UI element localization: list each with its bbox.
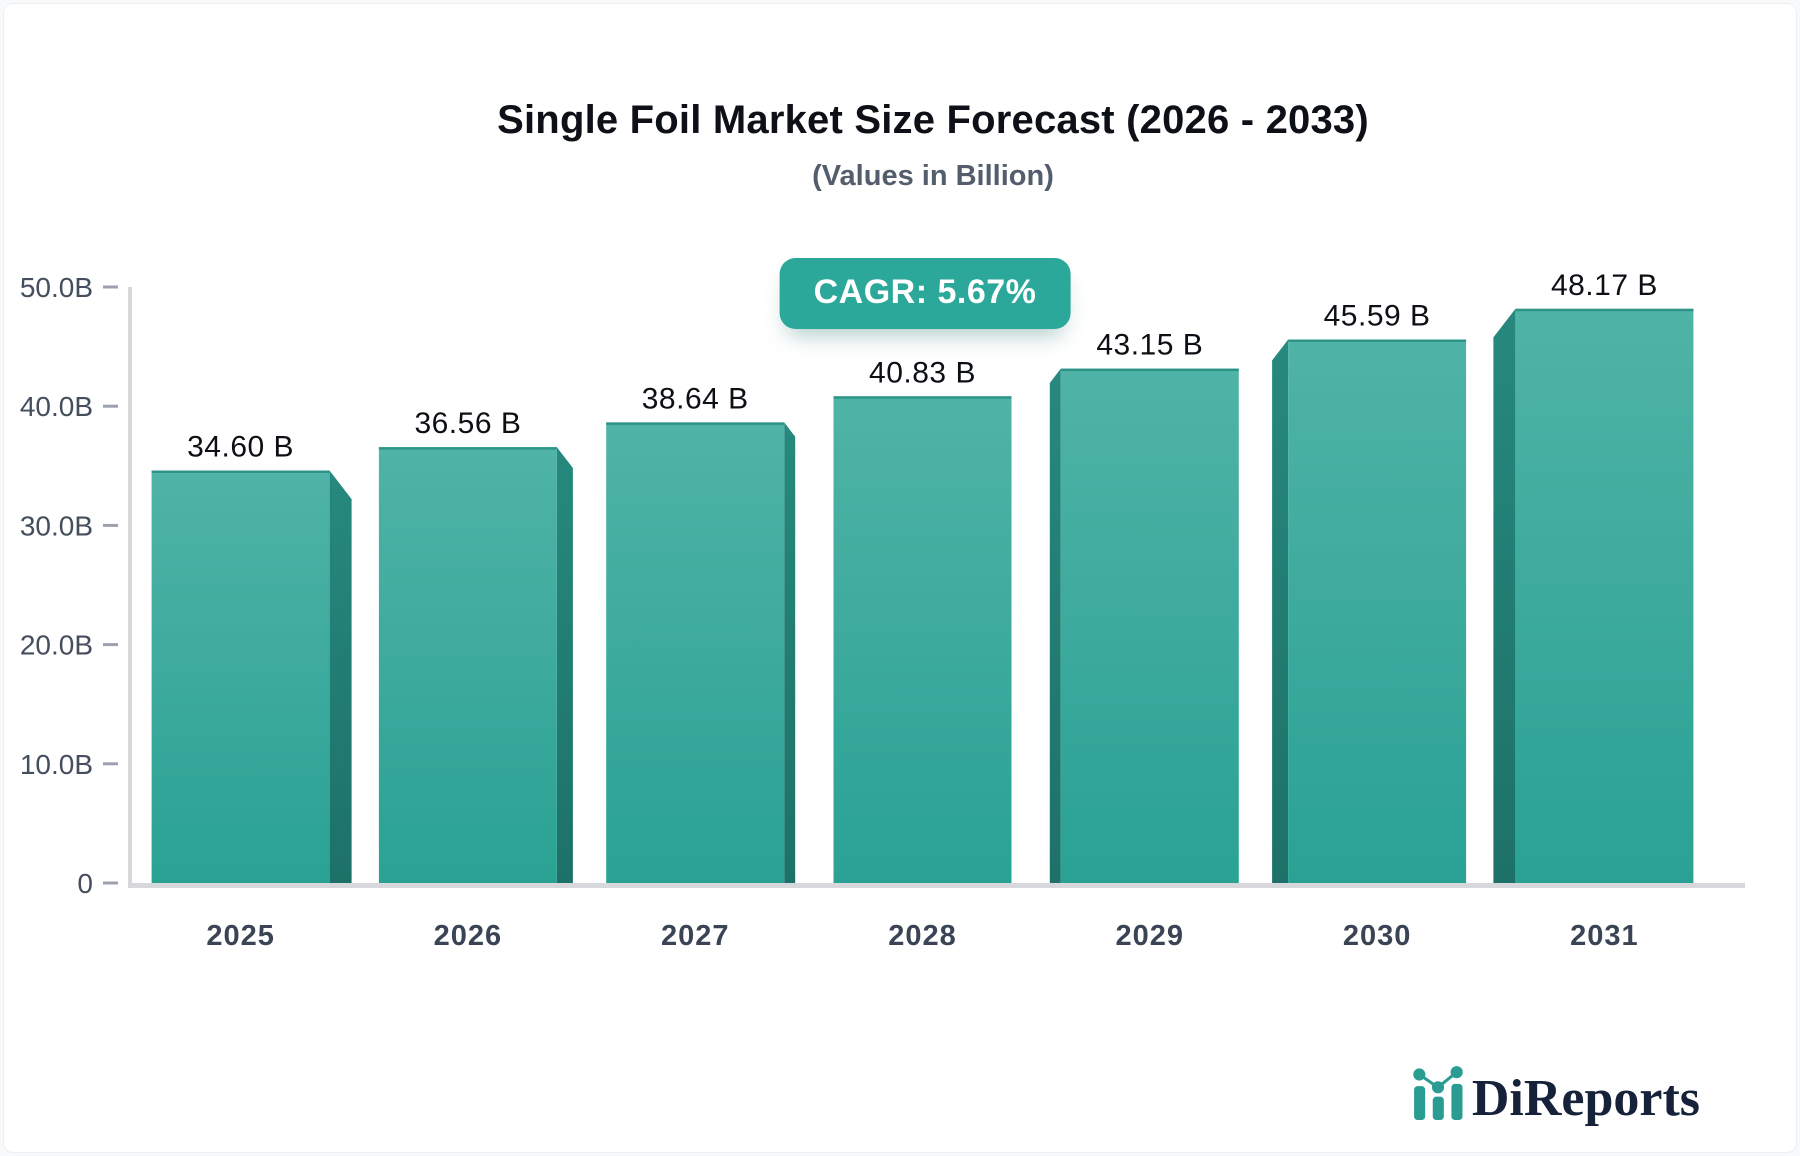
bar-side-facet [1049, 368, 1061, 884]
chart-title: Single Foil Market Size Forecast (2026 -… [497, 98, 1369, 142]
x-axis-category-label: 2025 [206, 920, 275, 952]
bar-group [378, 447, 573, 883]
bar[interactable] [833, 396, 1012, 883]
bar-value-label: 38.64 B [642, 382, 749, 415]
chart-subtitle: (Values in Billion) [812, 160, 1054, 192]
y-tick-label: 50.0B [20, 272, 93, 303]
brand-logo: DiReports [1412, 1064, 1700, 1128]
x-axis-category-label: 2030 [1343, 920, 1412, 952]
bar[interactable] [606, 422, 785, 883]
bar[interactable] [378, 447, 557, 883]
bar-value-label: 40.83 B [869, 356, 976, 389]
cagr-badge: CAGR: 5.67% [779, 258, 1071, 329]
bar-chart-trend-icon [1413, 1066, 1463, 1120]
bar-group [606, 422, 796, 883]
bar-value-label: 43.15 B [1096, 329, 1203, 362]
y-tick-label: 30.0B [20, 510, 93, 541]
x-axis-category-label: 2026 [434, 920, 503, 952]
bar[interactable] [1060, 368, 1239, 884]
bar-side-facet [1272, 339, 1289, 883]
x-axis-category-label: 2029 [1116, 920, 1185, 952]
bar-side-facet [329, 470, 352, 883]
x-axis-category-label: 2028 [888, 920, 957, 952]
bar-value-label: 36.56 B [414, 407, 521, 440]
brand-name: DiReports [1471, 1070, 1700, 1128]
y-tick-label: 0 [77, 868, 93, 899]
x-axis-category-label: 2027 [661, 920, 730, 952]
y-tick-label: 40.0B [20, 391, 93, 422]
bar-group [833, 396, 1012, 883]
bar-group [1049, 368, 1239, 884]
bar[interactable] [1515, 308, 1694, 883]
bar-value-label: 34.60 B [187, 431, 294, 464]
bar-group [1272, 339, 1467, 883]
bar[interactable] [1288, 339, 1467, 883]
bar-group [151, 470, 352, 883]
x-axis-category-label: 2031 [1570, 920, 1639, 952]
bar-side-facet [784, 422, 796, 883]
bar-side-facet [556, 447, 573, 883]
bar-value-label: 48.17 B [1551, 269, 1658, 302]
bar-side-facet [1493, 308, 1516, 883]
bar-value-label: 45.59 B [1324, 300, 1431, 333]
y-tick-label: 10.0B [20, 749, 93, 780]
bar-group [1493, 308, 1694, 883]
bar[interactable] [151, 470, 330, 883]
y-tick-label: 20.0B [20, 630, 93, 661]
